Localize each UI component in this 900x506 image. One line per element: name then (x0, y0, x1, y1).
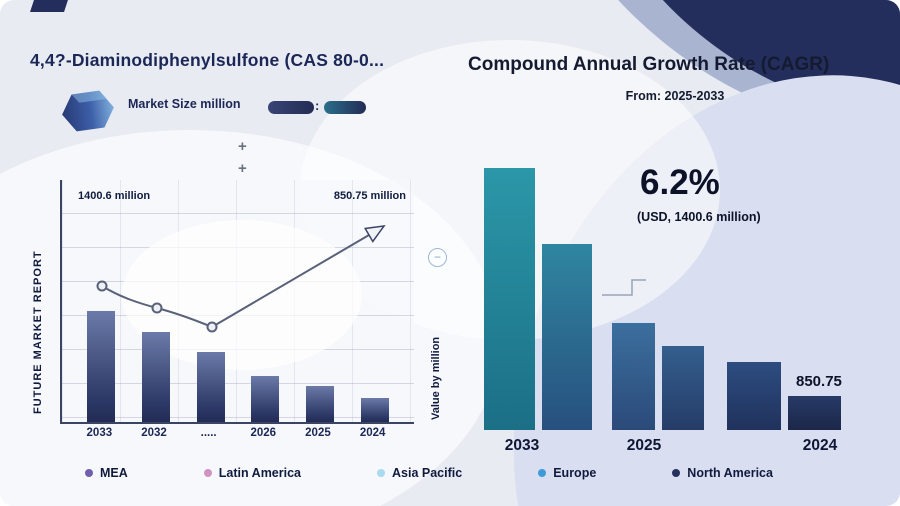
plus-decor-icon: + (238, 160, 247, 177)
legend-item: Asia Pacific (377, 466, 462, 480)
cagr-bar-group-2 (612, 168, 704, 430)
x-axis-label: 2026 (250, 427, 277, 439)
cagr-percentage: 6.2% (640, 163, 720, 202)
trend-line-arrow-overlay (96, 225, 386, 333)
value-by-million-ylabel: Value by million (430, 336, 442, 420)
bar-slot (196, 180, 225, 422)
plus-decor-icon: + (238, 138, 247, 155)
end-value-label: 850.75 (796, 373, 842, 390)
cagr-bar (787, 395, 841, 430)
legend-pill-separator: : (315, 98, 320, 113)
left-chart-xlabels: 2033 2032..... 2026 2025 2024 (60, 427, 412, 439)
cagr-bar-group-3 (727, 168, 841, 430)
cagr-bar (484, 168, 535, 430)
legend-label: MEA (100, 466, 128, 480)
right-chart-title: Compound Annual Growth Rate (CAGR) (468, 54, 830, 75)
bar-slot (305, 180, 334, 422)
market-size-bar (305, 385, 334, 422)
legend-item: North America (672, 466, 773, 480)
legend-label: Europe (553, 466, 597, 480)
cagr-bar-group-1 (484, 168, 592, 430)
cagr-bar (612, 322, 655, 430)
legend-item: MEA (85, 466, 128, 480)
right-chart-subtitle: From: 2025-2033 (625, 89, 725, 103)
legend-pill-teal (324, 101, 366, 114)
asia-pacific-dot (377, 469, 386, 477)
cagr-bar (661, 346, 704, 430)
market-size-bar (87, 310, 116, 422)
mea-dot (85, 469, 93, 477)
europe-dot (538, 469, 547, 477)
legend-item: Latin America (203, 466, 301, 480)
corner-notch-shape (30, 0, 68, 12)
market-size-bar (251, 376, 280, 422)
north-america-dot (672, 469, 681, 477)
future-market-report-watermark: FUTURE MARKET REPORT (32, 250, 44, 414)
cagr-bar (541, 243, 592, 430)
cagr-xlabel-1: 2033 (504, 437, 540, 454)
legend-label: North America (687, 466, 773, 480)
latin-america-dot (203, 469, 212, 477)
x-axis-label: 2032 (141, 427, 167, 439)
x-axis-label: 2033 (86, 427, 113, 439)
cagr-xlabel-2: 2025 (626, 437, 662, 454)
cube-icon (57, 84, 119, 137)
legend-label: Latin America (218, 466, 301, 480)
cagr-bar (727, 361, 781, 430)
cagr-basis: (USD, 1400.6 million) (637, 210, 761, 224)
annotation-start-value: 1400.6 million (78, 190, 151, 202)
left-chart-title: 4,4?-Diaminodiphenylsulfone (CAS 80-0... (30, 50, 385, 70)
market-size-legend-label: Market Size million (128, 97, 241, 111)
x-axis-label: 2025 (305, 427, 331, 439)
minus-circle-icon: − (428, 248, 447, 267)
x-axis-label: ..... (200, 427, 217, 439)
cagr-xlabel-3: 2024 (802, 437, 838, 454)
legend-label: Asia Pacific (392, 466, 463, 480)
market-size-bar (141, 332, 170, 422)
left-chart-bars (62, 180, 414, 422)
x-axis-label: 2024 (359, 427, 386, 439)
bar-slot (141, 180, 170, 422)
step-bracket-decor (602, 279, 646, 296)
bar-slot (360, 180, 389, 422)
top-right-white-band (540, 0, 900, 100)
annotation-end-value: 850.75 million (333, 190, 406, 202)
bar-slot (87, 180, 116, 422)
market-size-chart: 1400.6 million 850.75 million (60, 180, 414, 424)
legend-item: Europe (538, 466, 596, 480)
legend-pill-navy (268, 101, 314, 114)
bar-slot (251, 180, 280, 422)
market-size-bar (196, 351, 225, 422)
region-legend: MEA Latin America Asia Pacific Europe North … (85, 466, 773, 480)
market-size-bar (360, 397, 389, 422)
